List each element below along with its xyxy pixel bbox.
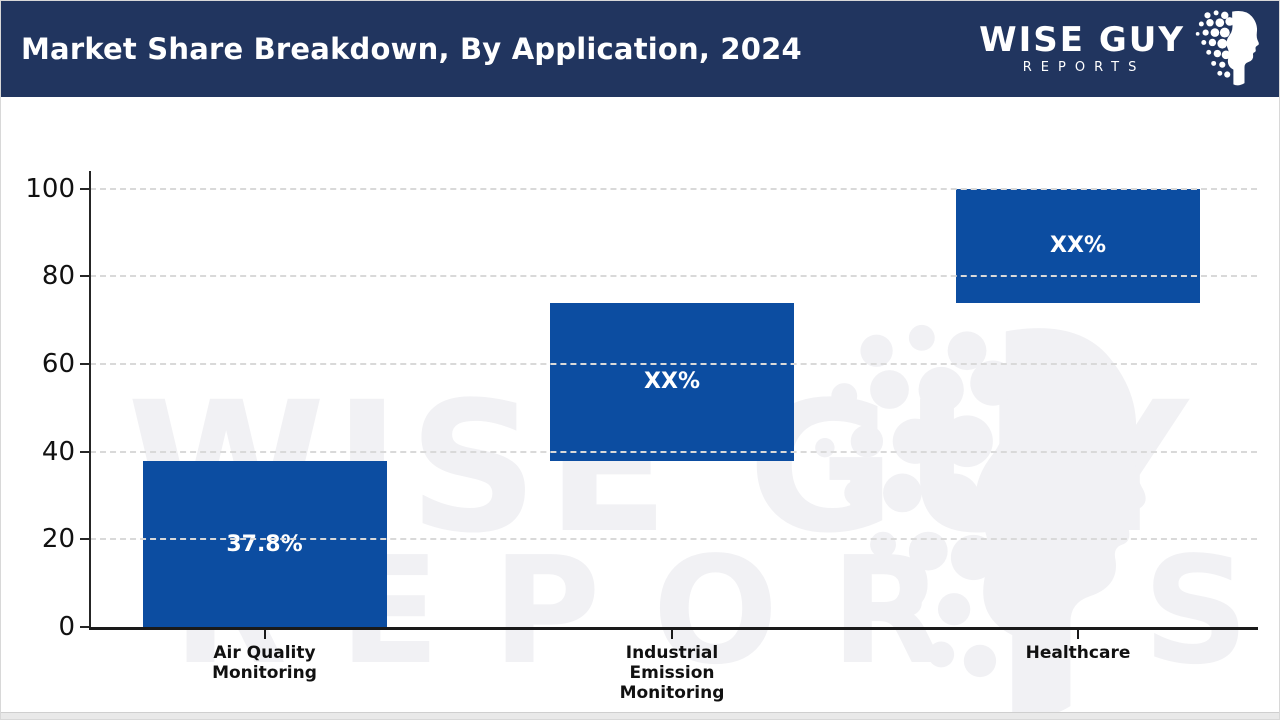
x-axis-line xyxy=(89,627,1258,630)
x-category-label-line: Healthcare xyxy=(1025,643,1131,663)
plot-area: WISE GUY REPORTS 37.8% XX% XX% 0 20 40 60 80 10… xyxy=(1,97,1279,718)
y-axis-tick xyxy=(80,187,89,190)
y-tick-label: 80 xyxy=(41,261,75,292)
x-category-label: Industrial Emission Monitoring xyxy=(620,643,725,703)
gridline-y100 xyxy=(90,187,1257,190)
y-tick-label: 100 xyxy=(25,173,75,204)
x-axis-tick xyxy=(263,630,266,639)
waterfall-bar-1: 37.8% xyxy=(142,461,387,627)
bar-value-label: XX% xyxy=(1050,233,1106,259)
y-axis-tick xyxy=(80,538,89,541)
y-tick-label: 0 xyxy=(58,612,75,642)
x-category-label: Air Quality Monitoring xyxy=(212,643,317,683)
header-bar: Market Share Breakdown, By Application, … xyxy=(1,1,1279,97)
y-axis-tick xyxy=(80,450,89,453)
x-category-label-line: Emission xyxy=(629,663,715,683)
logo-subtext: REPORTS xyxy=(1022,59,1146,75)
x-axis-tick xyxy=(671,630,673,639)
logo-wordmark: WISE GUY xyxy=(979,19,1185,60)
bar-value-label: 37.8% xyxy=(226,531,303,557)
bar-value-label: XX% xyxy=(644,369,700,395)
wiseguy-face-icon xyxy=(1195,10,1259,86)
watermark-face-icon xyxy=(815,324,1146,718)
x-axis-tick xyxy=(1077,630,1079,639)
wiseguy-logo: WISE GUY REPORTS xyxy=(979,7,1263,89)
x-category-label-line: Industrial xyxy=(625,643,719,663)
y-tick-label: 20 xyxy=(41,524,75,555)
waterfall-bar-3: XX% xyxy=(956,188,1200,303)
y-axis-tick xyxy=(80,362,89,365)
y-axis-tick xyxy=(80,275,89,278)
gridline-y60 xyxy=(90,362,1257,365)
logo-text-block: WISE GUY REPORTS xyxy=(979,22,1185,75)
gridline-y20 xyxy=(90,538,1257,541)
gridline-y80 xyxy=(90,275,1257,278)
y-tick-label: 60 xyxy=(41,348,75,379)
x-category-label: Healthcare xyxy=(1026,643,1131,663)
y-tick-label: 40 xyxy=(41,436,75,467)
y-axis-line xyxy=(89,171,91,630)
chart-title: Market Share Breakdown, By Application, … xyxy=(21,32,802,66)
waterfall-bar-2: XX% xyxy=(550,302,794,462)
bottom-border-strip xyxy=(1,712,1279,719)
x-category-label-line: Air Quality xyxy=(213,643,316,663)
x-category-label-line: Monitoring xyxy=(212,663,317,683)
gridline-y40 xyxy=(90,450,1257,453)
x-category-label-line: Monitoring xyxy=(619,683,725,703)
y-axis-tick xyxy=(80,626,89,628)
